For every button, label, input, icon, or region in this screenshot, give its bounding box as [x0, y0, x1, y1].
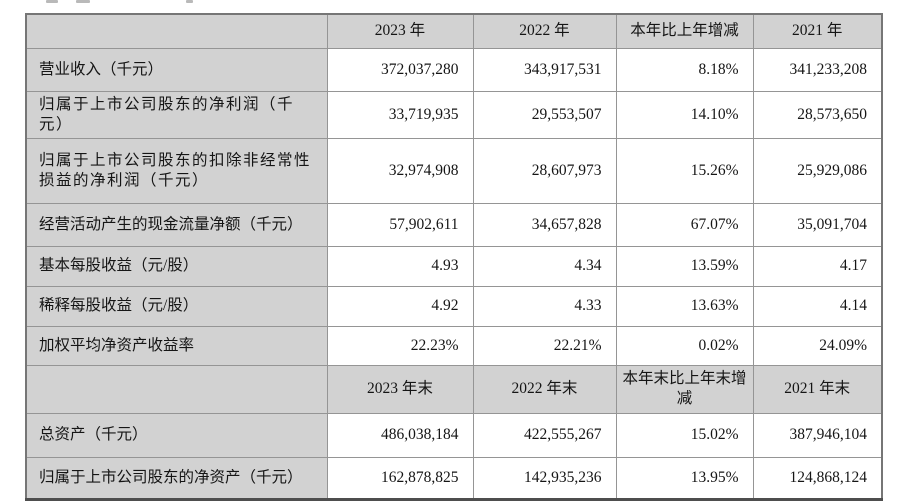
value-diluted-eps-change: 13.63% [615, 285, 754, 327]
column-header-2021-yearend: 2021 年末 [752, 364, 883, 414]
row-label-operating-cash-flow: 经营活动产生的现金流量净额（千元） [25, 202, 328, 247]
column-header-2023-yearend: 2023 年末 [326, 364, 474, 414]
column-header-2021: 2021 年 [752, 13, 883, 49]
table-row-diluted-eps: 稀释每股收益（元/股） 4.92 4.33 13.63% 4.14 [25, 285, 883, 327]
value-revenue-2022: 343,917,531 [472, 47, 617, 92]
value-deducted-net-profit-2021: 25,929,086 [752, 137, 883, 204]
value-basic-eps-change: 13.59% [615, 245, 754, 287]
table-row-total-assets: 总资产（千元） 486,038,184 422,555,267 15.02% 3… [25, 412, 883, 458]
value-revenue-2023: 372,037,280 [326, 47, 474, 92]
value-total-assets-2022: 422,555,267 [472, 412, 617, 458]
table-row-deducted-net-profit: 归属于上市公司股东的扣除非经常性损益的净利润（千元） 32,974,908 28… [25, 137, 883, 204]
cropped-text-remnant [0, 0, 919, 5]
value-revenue-2021: 341,233,208 [752, 47, 883, 92]
column-header-2023: 2023 年 [326, 13, 474, 49]
table-header-row-annual: 2023 年 2022 年 本年比上年增减 2021 年 [25, 13, 883, 49]
value-total-assets-2021: 387,946,104 [752, 412, 883, 458]
value-basic-eps-2022: 4.34 [472, 245, 617, 287]
cropped-glyph-fragment [186, 0, 193, 3]
value-roe-2022: 22.21% [472, 325, 617, 366]
value-basic-eps-2023: 4.93 [326, 245, 474, 287]
row-label-diluted-eps: 稀释每股收益（元/股） [25, 285, 328, 327]
value-basic-eps-2021: 4.17 [752, 245, 883, 287]
column-header-2022: 2022 年 [472, 13, 617, 49]
value-total-assets-change: 15.02% [615, 412, 754, 458]
corner-cell-blank [25, 13, 328, 49]
row-label-net-assets: 归属于上市公司股东的净资产（千元） [25, 456, 328, 500]
value-diluted-eps-2021: 4.14 [752, 285, 883, 327]
value-deducted-net-profit-change: 15.26% [615, 137, 754, 204]
value-diluted-eps-2023: 4.92 [326, 285, 474, 327]
value-cash-flow-change: 67.07% [615, 202, 754, 247]
table-row-revenue: 营业收入（千元） 372,037,280 343,917,531 8.18% 3… [25, 47, 883, 92]
column-header-2022-yearend: 2022 年末 [472, 364, 617, 414]
value-roe-2023: 22.23% [326, 325, 474, 366]
financial-summary-table-container: 2023 年 2022 年 本年比上年增减 2021 年 营业收入（千元） 37… [25, 13, 883, 501]
value-roe-2021: 24.09% [752, 325, 883, 366]
value-roe-change: 0.02% [615, 325, 754, 366]
table-row-weighted-roe: 加权平均净资产收益率 22.23% 22.21% 0.02% 24.09% [25, 325, 883, 366]
value-deducted-net-profit-2022: 28,607,973 [472, 137, 617, 204]
value-diluted-eps-2022: 4.33 [472, 285, 617, 327]
value-net-profit-2022: 29,553,507 [472, 90, 617, 139]
value-cash-flow-2021: 35,091,704 [752, 202, 883, 247]
row-label-deducted-net-profit: 归属于上市公司股东的扣除非经常性损益的净利润（千元） [25, 137, 328, 204]
value-net-assets-2022: 142,935,236 [472, 456, 617, 500]
value-revenue-change: 8.18% [615, 47, 754, 92]
value-cash-flow-2022: 34,657,828 [472, 202, 617, 247]
value-net-assets-2021: 124,868,124 [752, 456, 883, 500]
value-total-assets-2023: 486,038,184 [326, 412, 474, 458]
table-row-operating-cash-flow: 经营活动产生的现金流量净额（千元） 57,902,611 34,657,828 … [25, 202, 883, 247]
value-net-assets-2023: 162,878,825 [326, 456, 474, 500]
cropped-glyph-fragment [76, 0, 90, 3]
financial-summary-table: 2023 年 2022 年 本年比上年增减 2021 年 营业收入（千元） 37… [25, 13, 883, 501]
table-row-basic-eps: 基本每股收益（元/股） 4.93 4.34 13.59% 4.17 [25, 245, 883, 287]
value-net-assets-change: 13.95% [615, 456, 754, 500]
value-net-profit-2023: 33,719,935 [326, 90, 474, 139]
value-net-profit-2021: 28,573,650 [752, 90, 883, 139]
column-header-yoy-change: 本年比上年增减 [615, 13, 754, 49]
row-label-revenue: 营业收入（千元） [25, 47, 328, 92]
row-label-total-assets: 总资产（千元） [25, 412, 328, 458]
corner-cell-blank-2 [25, 364, 328, 414]
cropped-glyph-fragment [46, 0, 58, 3]
row-label-net-profit: 归属于上市公司股东的净利润（千元） [25, 90, 328, 139]
row-label-basic-eps: 基本每股收益（元/股） [25, 245, 328, 287]
value-net-profit-change: 14.10% [615, 90, 754, 139]
row-label-weighted-roe: 加权平均净资产收益率 [25, 325, 328, 366]
value-deducted-net-profit-2023: 32,974,908 [326, 137, 474, 204]
column-header-yearend-change: 本年末比上年末增减 [615, 364, 754, 414]
table-row-net-profit: 归属于上市公司股东的净利润（千元） 33,719,935 29,553,507 … [25, 90, 883, 139]
table-row-net-assets: 归属于上市公司股东的净资产（千元） 162,878,825 142,935,23… [25, 456, 883, 500]
table-header-row-yearend: 2023 年末 2022 年末 本年末比上年末增减 2021 年末 [25, 364, 883, 414]
value-cash-flow-2023: 57,902,611 [326, 202, 474, 247]
